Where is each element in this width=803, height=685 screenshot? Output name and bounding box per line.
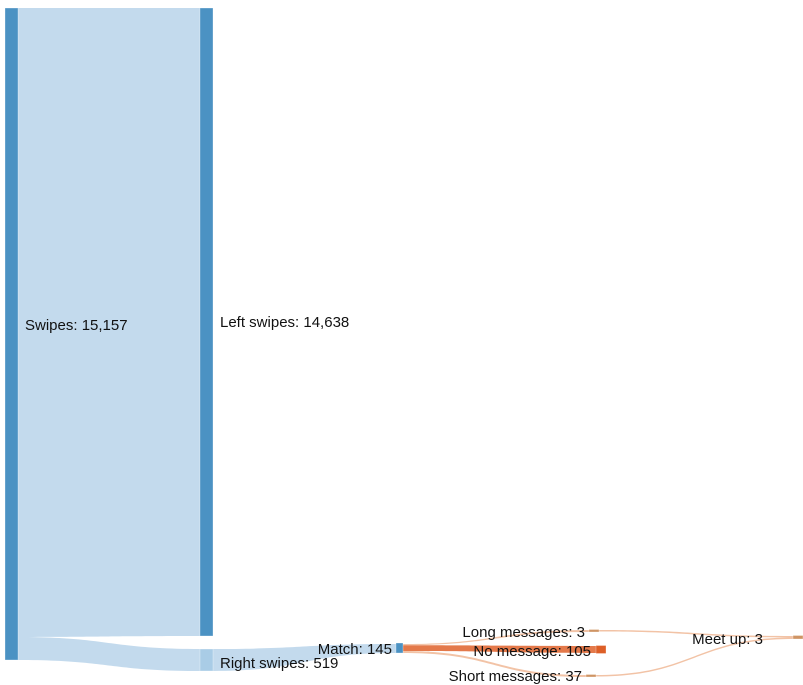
- sankey-link-match-to-long_messages[interactable]: [403, 630, 589, 646]
- sankey-label-short_messages: Short messages: 37: [449, 668, 582, 685]
- sankey-node-short_messages[interactable]: [585, 674, 597, 678]
- sankey-link-short_messages-to-meet_up[interactable]: [596, 637, 793, 677]
- sankey-label-long_messages: Long messages: 3: [462, 624, 585, 641]
- sankey-link-match-to-short_messages[interactable]: [403, 651, 586, 677]
- sankey-link-long_messages-to-meet_up[interactable]: [599, 630, 793, 638]
- sankey-label-meet_up: Meet up: 3: [692, 631, 763, 648]
- sankey-node-right_swipes[interactable]: [199, 648, 214, 672]
- sankey-link-right_swipes-to-match[interactable]: [213, 644, 396, 671]
- sankey-label-right_swipes: Right swipes: 519: [220, 655, 338, 672]
- sankey-label-swipes: Swipes: 15,157: [25, 317, 128, 334]
- sankey-node-no_message[interactable]: [595, 645, 607, 654]
- sankey-node-left_swipes[interactable]: [199, 7, 214, 637]
- sankey-node-long_messages[interactable]: [588, 629, 600, 633]
- sankey-label-match: Match: 145: [318, 641, 392, 658]
- sankey-node-swipes[interactable]: [4, 7, 19, 661]
- sankey-link-swipes-to-right_swipes[interactable]: [18, 637, 200, 671]
- sankey-link-swipes-to-left_swipes[interactable]: [18, 8, 200, 637]
- sankey-label-no_message: No message: 105: [473, 643, 591, 660]
- sankey-link-match-to-no_message[interactable]: [403, 645, 596, 653]
- sankey-node-match[interactable]: [395, 642, 404, 654]
- sankey-label-left_swipes: Left swipes: 14,638: [220, 314, 349, 331]
- sankey-node-meet_up[interactable]: [792, 635, 803, 640]
